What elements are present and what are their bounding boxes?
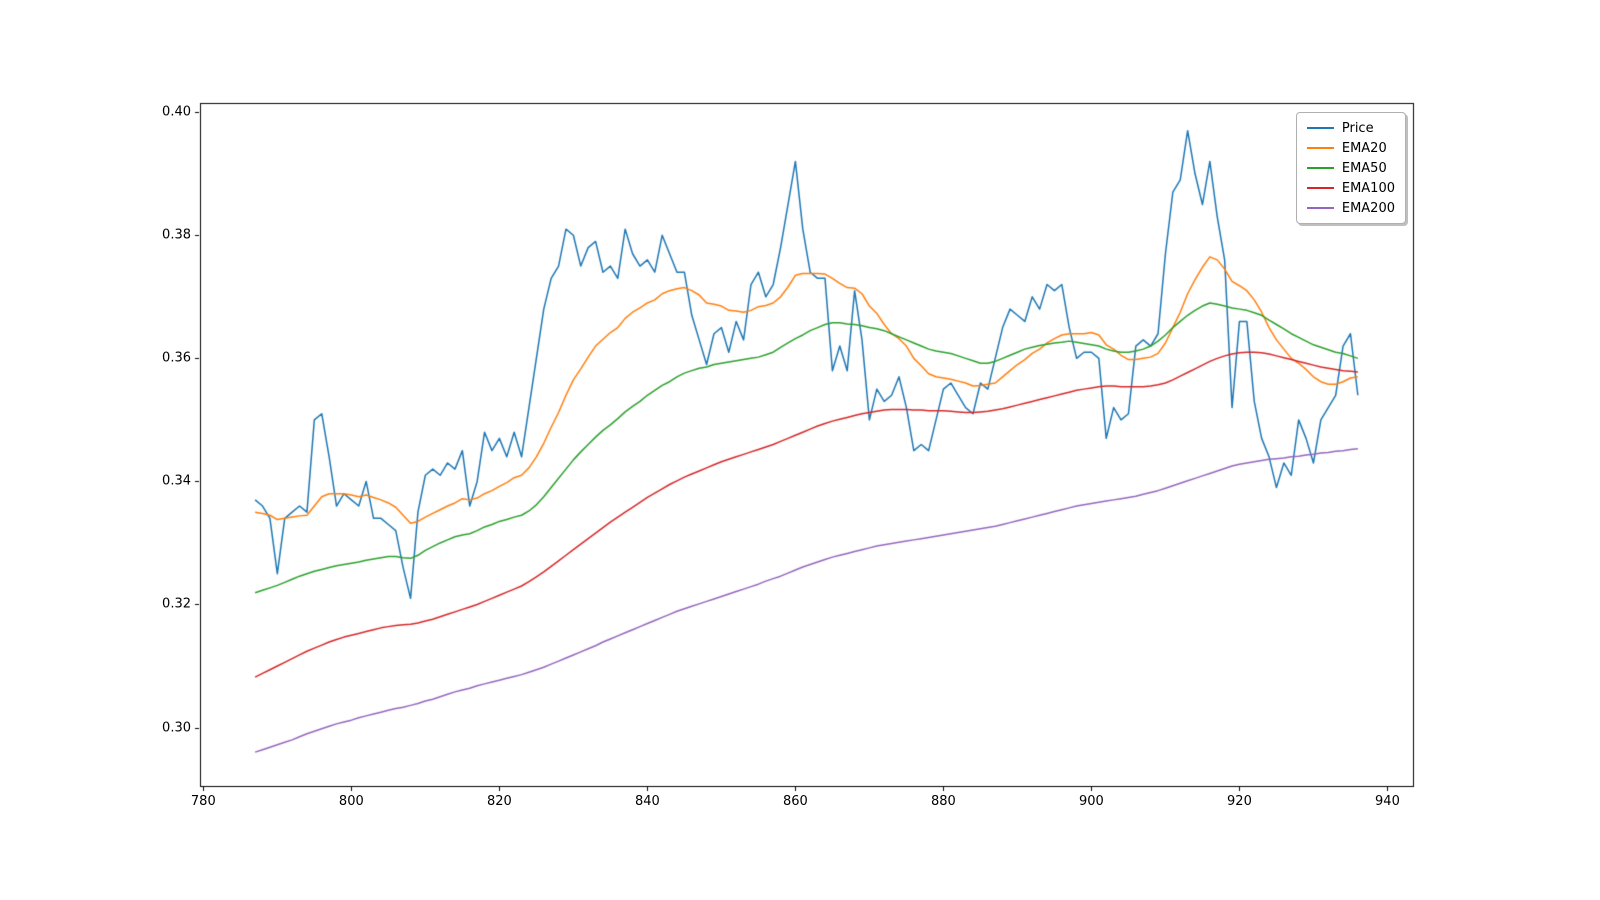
legend-item-ema50: EMA50: [1306, 158, 1395, 178]
x-tick-label: 880: [930, 794, 956, 809]
x-tick-label: 840: [634, 794, 660, 809]
y-tick-label: 0.36: [162, 350, 191, 366]
y-tick-label: 0.40: [162, 104, 191, 120]
x-tick-label: 920: [1227, 794, 1252, 809]
x-tick-label: 820: [486, 794, 512, 809]
legend-line-swatch: [1306, 207, 1334, 209]
y-tick-label: 0.30: [162, 720, 191, 736]
legend-line-swatch: [1306, 147, 1334, 149]
legend-item-ema200: EMA200: [1306, 198, 1395, 218]
legend-item-ema100: EMA100: [1306, 178, 1395, 198]
y-tick-label: 0.32: [162, 596, 191, 612]
x-tick-label: 860: [782, 794, 808, 809]
x-tick-label: 780: [190, 794, 216, 809]
legend-item-price: Price: [1306, 118, 1395, 138]
legend-label: Price: [1341, 120, 1374, 136]
legend-line-swatch: [1306, 127, 1334, 129]
legend-label: EMA200: [1341, 200, 1395, 216]
legend-item-ema20: EMA20: [1306, 138, 1395, 158]
legend-label: EMA20: [1341, 140, 1387, 156]
y-tick-label: 0.34: [162, 473, 191, 489]
x-tick-label: 900: [1079, 794, 1104, 809]
legend-label: EMA100: [1341, 180, 1395, 196]
x-tick-label: 940: [1375, 794, 1400, 809]
legend: Price EMA20 EMA50 EMA100 EMA200: [1295, 112, 1406, 224]
legend-line-swatch: [1306, 187, 1334, 189]
legend-label: EMA50: [1341, 160, 1387, 176]
y-tick-label: 0.38: [162, 227, 191, 243]
x-tick-label: 800: [338, 794, 364, 809]
legend-line-swatch: [1306, 167, 1334, 169]
